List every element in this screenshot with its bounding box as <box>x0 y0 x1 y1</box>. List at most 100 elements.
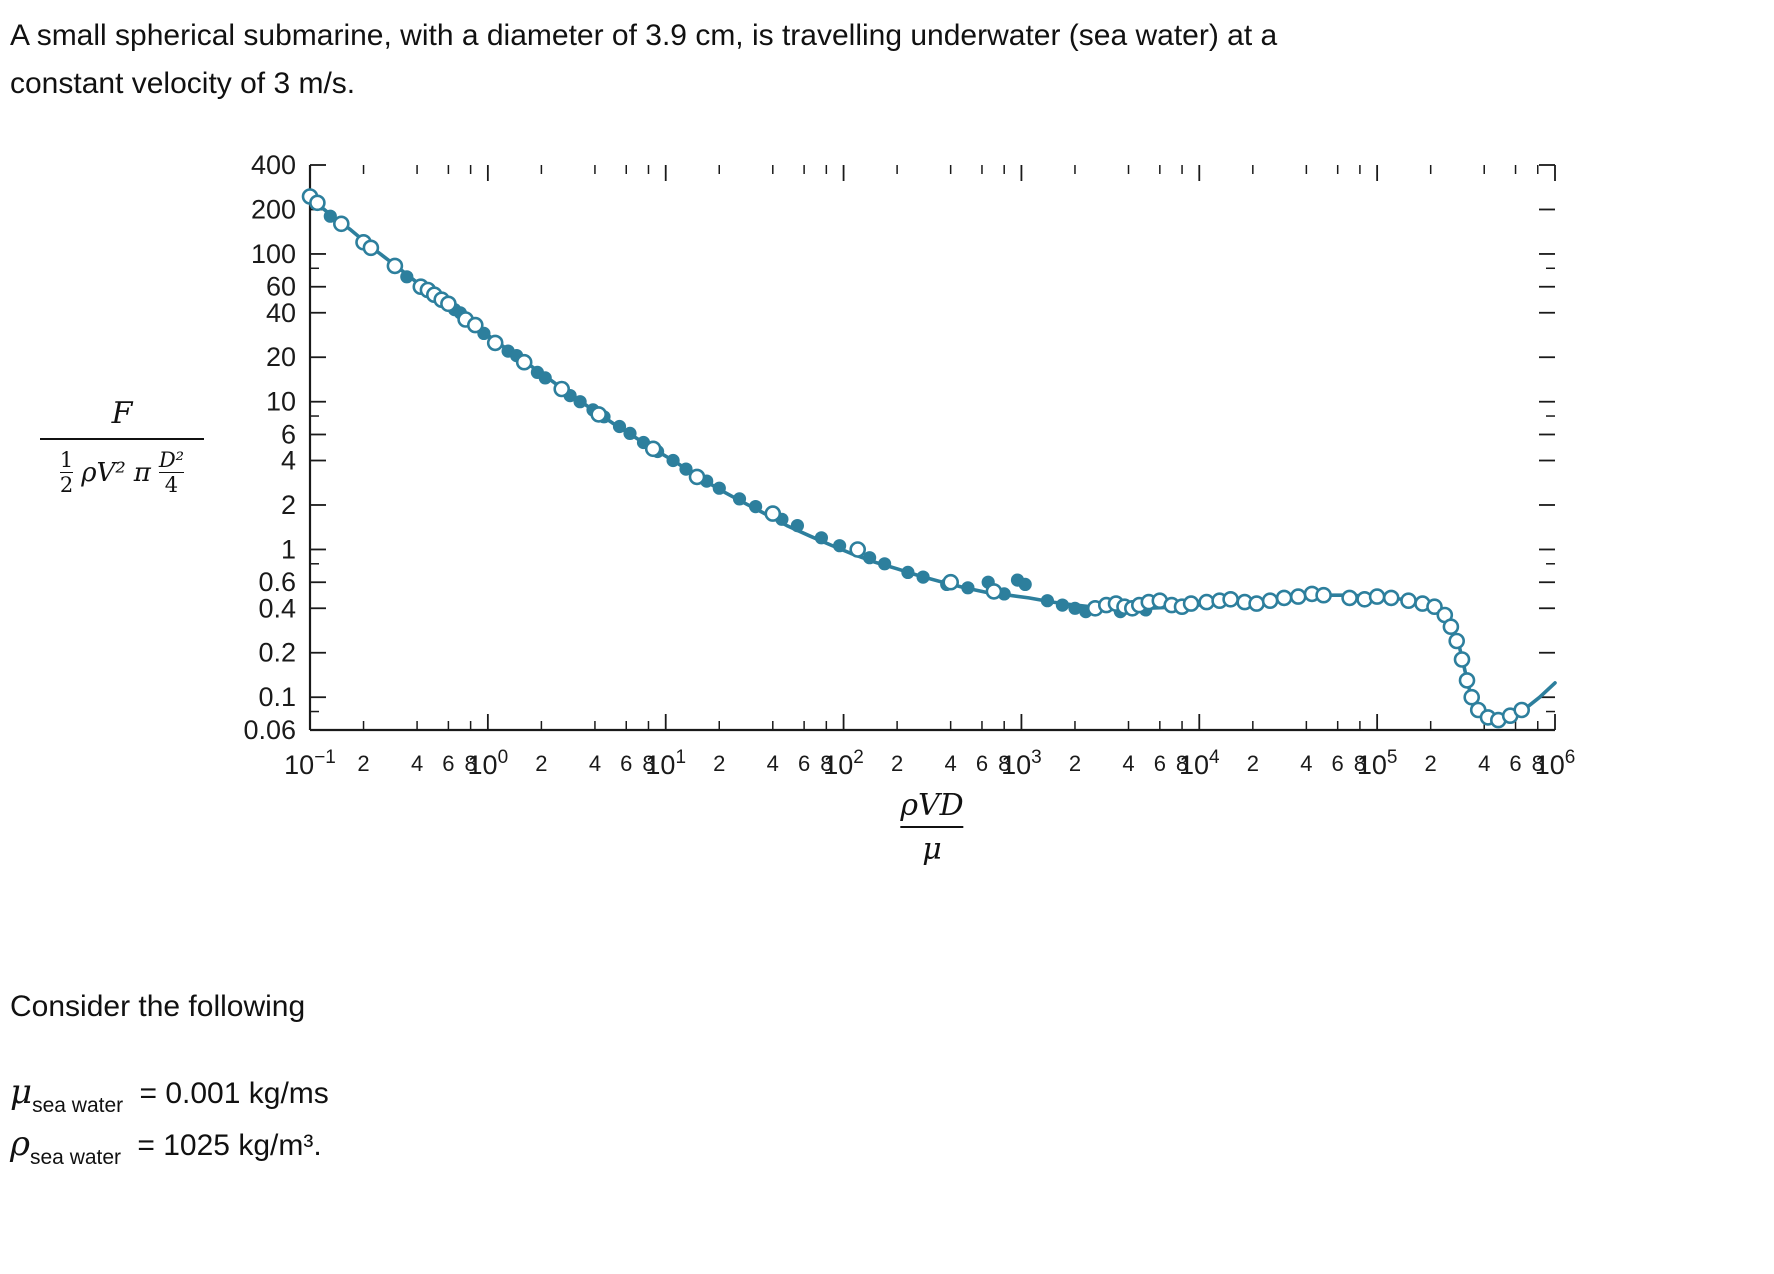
svg-text:40: 40 <box>266 298 296 328</box>
data-point-open <box>1341 589 1358 607</box>
data-point-open <box>1448 632 1465 650</box>
svg-text:4: 4 <box>589 751 601 776</box>
data-point-filled <box>790 519 805 533</box>
data-point-filled <box>833 539 847 553</box>
data-point-open <box>688 468 706 486</box>
data-point-open <box>1248 595 1265 612</box>
data-point-open <box>309 194 326 212</box>
axes <box>308 165 1555 732</box>
svg-text:6: 6 <box>281 419 296 449</box>
svg-text:2: 2 <box>281 490 296 520</box>
small-fraction-bar <box>59 472 74 474</box>
d-squared-numerator: D² <box>158 448 185 472</box>
svg-text:2: 2 <box>1425 751 1437 776</box>
data-point-filled <box>323 209 337 223</box>
svg-text:6: 6 <box>1509 751 1521 776</box>
svg-text:102: 102 <box>823 747 864 780</box>
svg-text:8: 8 <box>642 751 654 776</box>
svg-text:10: 10 <box>266 387 296 417</box>
svg-text:1: 1 <box>281 534 296 564</box>
svg-text:100: 100 <box>251 239 296 269</box>
svg-text:8: 8 <box>998 751 1010 776</box>
drag-curve <box>308 196 1557 723</box>
svg-text:2: 2 <box>1069 751 1081 776</box>
small-fraction-bar <box>158 472 185 474</box>
data-point-open <box>1382 589 1400 607</box>
data-point-open <box>1222 590 1239 608</box>
svg-text:8: 8 <box>1354 751 1366 776</box>
svg-text:0.6: 0.6 <box>258 567 296 597</box>
mu-symbol: μ <box>10 1072 33 1112</box>
mu-value: = 0.001 kg/ms <box>139 1077 329 1110</box>
data-point-filled <box>1040 594 1054 608</box>
svg-text:8: 8 <box>464 751 476 776</box>
data-point-open <box>1400 592 1417 610</box>
data-point-filled <box>400 270 414 284</box>
svg-text:105: 105 <box>1357 747 1398 780</box>
data-point-open <box>1513 701 1530 719</box>
consider-heading: Consider the following <box>10 990 306 1023</box>
svg-text:400: 400 <box>251 150 296 180</box>
one-half-fraction: 1 2 <box>59 449 74 496</box>
data-point-filled <box>732 492 747 506</box>
svg-text:6: 6 <box>1154 751 1166 776</box>
data-point-open <box>553 380 571 398</box>
y-label-denominator: 1 2 ρV² π D² 4 <box>40 449 204 496</box>
data-point-filled <box>961 581 975 595</box>
svg-text:2: 2 <box>891 751 903 776</box>
svg-text:6: 6 <box>442 751 454 776</box>
data-point-open <box>1453 651 1471 668</box>
svg-text:8: 8 <box>1532 751 1544 776</box>
svg-text:2: 2 <box>357 751 369 776</box>
statement-line-2: constant velocity of 3 m/s. <box>10 67 356 100</box>
data-point-open <box>386 257 404 275</box>
data-point-open <box>764 505 782 522</box>
data-point-filled <box>878 557 892 571</box>
x-label-denominator: μ <box>922 832 942 867</box>
pi-symbol: π <box>133 457 151 488</box>
rho-sea-water-line: ρsea water = 1025 kg/m³. <box>10 1124 322 1170</box>
rho-symbol: ρ <box>10 1124 30 1164</box>
problem-statement: A small spherical submarine, with a diam… <box>10 12 1710 108</box>
data-point-open <box>1315 586 1332 604</box>
svg-text:2: 2 <box>535 751 547 776</box>
data-point-filled <box>623 426 637 440</box>
svg-text:4: 4 <box>411 751 423 776</box>
svg-text:101: 101 <box>645 747 686 780</box>
data-point-open <box>1289 588 1307 605</box>
x-axis-label: ρVD μ <box>900 788 964 867</box>
svg-text:10−1: 10−1 <box>284 747 336 780</box>
svg-text:4: 4 <box>1478 751 1490 776</box>
svg-text:4: 4 <box>1122 751 1134 776</box>
y-label-numerator: F <box>111 396 133 431</box>
svg-text:20: 20 <box>266 342 296 372</box>
data-point-open <box>1442 618 1460 636</box>
data-point-open <box>515 353 533 371</box>
data-point-open <box>1458 672 1476 689</box>
rho-subscript: sea water <box>30 1146 122 1169</box>
svg-text:4: 4 <box>1300 751 1312 776</box>
data-point-filled <box>814 531 829 545</box>
svg-text:4: 4 <box>767 751 779 776</box>
svg-text:200: 200 <box>251 194 296 224</box>
data-point-open <box>1426 598 1443 616</box>
data-point-filled <box>863 551 877 565</box>
data-point-filled <box>1068 601 1082 615</box>
data-point-filled <box>749 500 763 514</box>
data-point-filled <box>573 395 587 409</box>
svg-text:0.06: 0.06 <box>243 715 296 745</box>
data-point-open <box>644 440 662 458</box>
fraction-bar <box>900 826 964 828</box>
data-point-filled <box>679 462 693 476</box>
svg-text:106: 106 <box>1535 747 1576 780</box>
svg-text:8: 8 <box>820 751 832 776</box>
svg-text:4: 4 <box>281 446 296 476</box>
svg-text:6: 6 <box>1332 751 1344 776</box>
rho-value: = 1025 kg/m³. <box>137 1129 322 1162</box>
data-point-open <box>942 573 960 591</box>
data-point-filled <box>1055 598 1069 612</box>
mu-subscript: sea water <box>32 1094 124 1117</box>
svg-text:4: 4 <box>945 751 957 776</box>
x-label-numerator: ρVD <box>900 788 964 823</box>
